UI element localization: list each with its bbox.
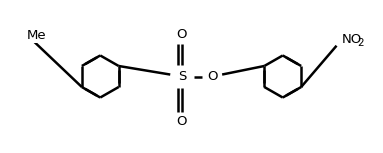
Text: O: O: [177, 115, 187, 128]
Text: S: S: [178, 70, 186, 83]
Text: O: O: [207, 70, 218, 83]
Text: 2: 2: [358, 38, 364, 48]
Text: Me: Me: [27, 29, 47, 42]
Text: O: O: [177, 28, 187, 41]
Text: NO: NO: [342, 33, 362, 46]
